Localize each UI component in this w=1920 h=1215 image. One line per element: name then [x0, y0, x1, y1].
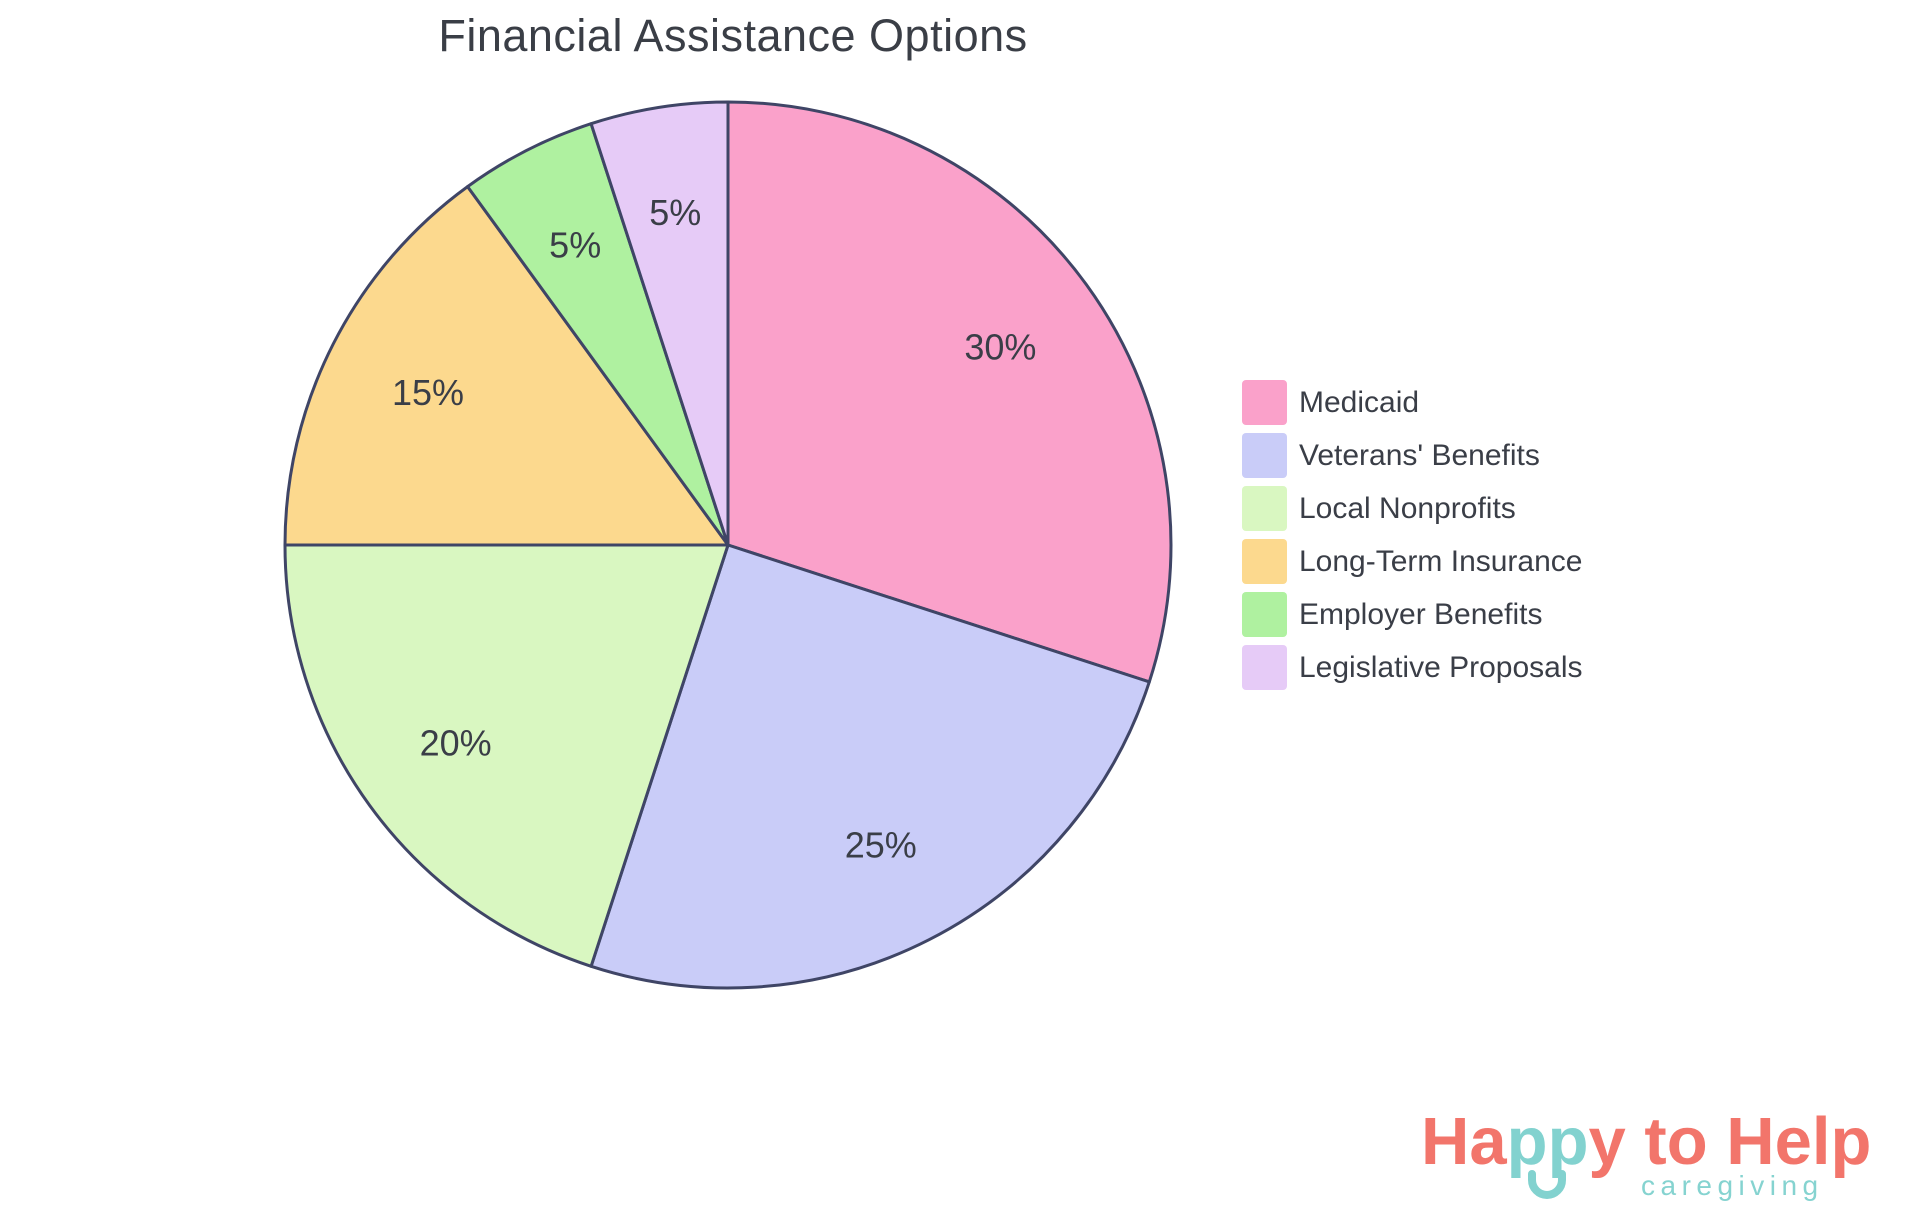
legend-label: Long-Term Insurance	[1299, 544, 1583, 578]
legend-swatch	[1242, 592, 1287, 637]
pie-slice-local-nonprofits	[283, 543, 730, 968]
legend-swatch	[1242, 380, 1287, 425]
pie-slice-long-term-insurance	[283, 185, 730, 547]
legend-swatch	[1242, 539, 1287, 584]
pie-slice-medicaid	[726, 100, 1173, 684]
legend: Medicaid Veterans' Benefits Local Nonprofi…	[1242, 380, 1583, 698]
wordmark-part: pp	[1506, 1104, 1589, 1179]
legend-item-long-term-insurance: Long-Term Insurance	[1242, 539, 1583, 584]
wordmark-part: Ha	[1421, 1104, 1507, 1179]
slice-percent-label: 25%	[845, 825, 917, 866]
legend-item-employer-benefits: Employer Benefits	[1242, 592, 1583, 637]
slice-percent-label: 5%	[649, 192, 701, 233]
smile-icon	[1528, 1170, 1566, 1199]
pie-slice-legislative-proposals	[589, 100, 730, 547]
slice-percent-label: 15%	[392, 372, 464, 413]
tagline: caregiving	[1641, 1170, 1824, 1201]
slice-percent-label: 5%	[549, 225, 601, 266]
chart-title: Financial Assistance Options	[438, 10, 1028, 61]
legend-swatch	[1242, 645, 1287, 690]
legend-label: Employer Benefits	[1299, 597, 1543, 631]
pie-slice-veterans-benefits	[589, 543, 1151, 990]
wordmark: Happy to Help	[1421, 1108, 1871, 1175]
brand-logo: Happy to Help caregiving	[1421, 1108, 1891, 1208]
wordmark-part: y to Help	[1588, 1104, 1872, 1179]
legend-label: Medicaid	[1299, 385, 1420, 419]
legend-swatch	[1242, 486, 1287, 531]
legend-item-veterans-benefits: Veterans' Benefits	[1242, 433, 1583, 478]
legend-label: Veterans' Benefits	[1299, 438, 1540, 472]
slice-percent-label: 30%	[964, 327, 1036, 368]
legend-item-legislative-proposals: Legislative Proposals	[1242, 645, 1583, 690]
slice-percent-label: 20%	[420, 723, 492, 764]
legend-label: Legislative Proposals	[1299, 650, 1583, 684]
legend-swatch	[1242, 433, 1287, 478]
legend-item-medicaid: Medicaid	[1242, 380, 1583, 425]
legend-item-local-nonprofits: Local Nonprofits	[1242, 486, 1583, 531]
legend-label: Local Nonprofits	[1299, 491, 1516, 525]
